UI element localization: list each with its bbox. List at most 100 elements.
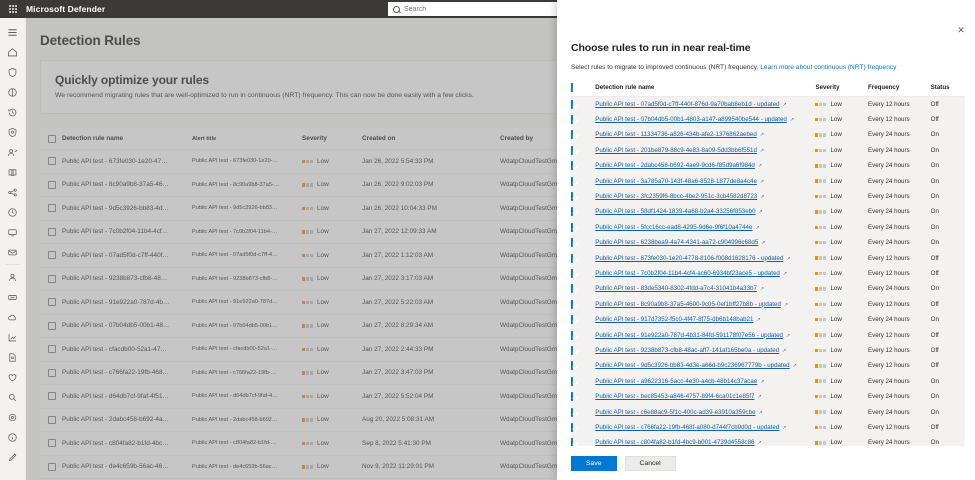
rule-row[interactable]: Public API test - 6238bea9-4a74-4341-aa7… — [571, 235, 965, 251]
rule-name-link[interactable]: Public API test - 3a785a70-143f-48a6-852… — [595, 177, 757, 185]
row-checkbox[interactable] — [40, 321, 62, 330]
rule-row-checkbox[interactable] — [571, 204, 595, 219]
rule-row-checkbox[interactable] — [571, 435, 595, 446]
rule-name-link[interactable]: Public API test - 2dabc458-b692-4ae9-9cd… — [595, 162, 755, 170]
rule-name-link[interactable]: Public API test - bec85453-a846-4757-89f… — [595, 393, 755, 401]
rule-row-checkbox[interactable] — [571, 266, 595, 281]
rule-name-link[interactable]: Public API test - 91e922a0-787d-4b31-84f… — [595, 331, 783, 339]
rule-row[interactable]: Public API test - c804fa82-b1fd-4bc9-b00… — [571, 435, 965, 446]
learning-hub-icon[interactable] — [0, 162, 26, 182]
row-checkbox[interactable] — [40, 180, 62, 189]
rule-row[interactable]: Public API test - c766fa22-19fb-468f-a08… — [571, 419, 965, 436]
partners-icon[interactable] — [0, 182, 26, 202]
rule-row[interactable]: Public API test - 673fe030-1e20-4778-810… — [571, 250, 965, 266]
table-row[interactable]: Public API test - 673fe030-1e20-47… Publi… — [40, 150, 961, 174]
rule-row-checkbox[interactable] — [571, 389, 595, 404]
rule-row-checkbox[interactable] — [571, 297, 595, 312]
table-row[interactable]: Public API test - 07ad5f0d-c7ff-440f… Pub… — [40, 244, 961, 268]
rule-name-link[interactable]: Public API test - 9238b873-cfb8-48ac-aff… — [595, 346, 780, 354]
home-icon[interactable] — [0, 42, 26, 62]
rule-name-link[interactable]: Public API test - 07b04db5-00b1-4803-a14… — [595, 116, 787, 124]
audit-log-icon[interactable] — [0, 347, 26, 367]
row-checkbox[interactable] — [40, 274, 62, 283]
rule-name-link[interactable]: Public API test - c766fa22-19fb-468f-a08… — [595, 423, 780, 431]
rule-row[interactable]: Public API test - 83de5340-8302-4fdd-a7c… — [571, 281, 965, 297]
rule-name-link[interactable]: Public API test - 5fcc16cc-ead8-4295-9d6… — [595, 223, 753, 231]
rule-row-checkbox[interactable] — [571, 343, 595, 358]
table-row[interactable]: Public API test - 91e922a0-787d-4b… Publi… — [40, 291, 961, 315]
row-checkbox[interactable] — [40, 345, 62, 354]
rule-row[interactable]: Public API test - 3fc2359f6-8bcc-4be2-95… — [571, 188, 965, 205]
actions-history-icon[interactable] — [0, 102, 26, 122]
select-all-rules-checkbox[interactable] — [571, 80, 596, 97]
table-row[interactable]: Public API test - 8c90a9b8-37a5-46… Publi… — [40, 174, 961, 197]
save-button[interactable]: Save — [571, 455, 617, 471]
reports-chart-icon[interactable] — [0, 327, 26, 347]
row-checkbox[interactable] — [40, 415, 62, 424]
learn-more-link[interactable]: Learn more about continuous (NRT) freque… — [760, 64, 897, 71]
rule-row-checkbox[interactable] — [571, 235, 595, 250]
rule-row[interactable]: Public API test - c6e88ac9-5f1c-400c-ad3… — [571, 404, 965, 420]
table-row[interactable]: Public API test - 07b04db5-00b1-48… Publi… — [40, 315, 961, 338]
rule-name-link[interactable]: Public API test - 673fe030-1e20-4778-810… — [595, 254, 784, 262]
search-input[interactable] — [404, 5, 591, 13]
rule-row[interactable]: Public API test - 9238b873-cfb8-48ac-aff… — [571, 342, 965, 359]
rule-row[interactable]: Public API test - a9622316-5acc-4e30-a4c… — [571, 373, 965, 389]
row-checkbox[interactable] — [40, 227, 62, 236]
table-row[interactable]: Public API test - de4c659b-56ac-46… Publi… — [40, 456, 961, 479]
rule-row-checkbox[interactable] — [571, 281, 595, 296]
rule-row[interactable]: Public API test - bec85453-a846-4757-89f… — [571, 388, 965, 405]
table-row[interactable]: Public API test - 9d5c3926-bb83-4d… Publi… — [40, 197, 961, 221]
rule-row-checkbox[interactable] — [571, 112, 595, 127]
select-all-checkbox[interactable] — [40, 134, 62, 143]
cloud-apps-icon[interactable] — [0, 307, 26, 327]
rule-row-checkbox[interactable] — [571, 220, 595, 235]
rule-row-checkbox[interactable] — [571, 158, 595, 173]
rule-name-link[interactable]: Public API test - 83de5340-8302-4fdd-a7c… — [595, 285, 757, 293]
rule-row[interactable]: Public API test - 91e922a0-787d-4b31-84f… — [571, 327, 965, 343]
rule-row-checkbox[interactable] — [571, 250, 595, 265]
rule-row-checkbox[interactable] — [571, 143, 595, 158]
table-row[interactable]: Public API test - 7c0b2f04-11b4-4cf… Publ… — [40, 221, 961, 244]
row-checkbox[interactable] — [40, 298, 62, 307]
rule-row-checkbox[interactable] — [571, 312, 595, 327]
rule-name-link[interactable]: Public API test - 7c0b2f04-11b4-4cf4-ac6… — [595, 269, 780, 277]
incidents-shield-icon[interactable] — [0, 62, 26, 82]
email-collaboration-icon[interactable] — [0, 242, 26, 262]
identities-user-icon[interactable] — [0, 267, 26, 287]
rule-row[interactable]: Public API test - 3a785a70-143f-48a6-852… — [571, 173, 965, 189]
rule-row-checkbox[interactable] — [571, 327, 595, 342]
devices-icon[interactable] — [0, 222, 26, 242]
rule-name-link[interactable]: Public API test - 8c90a9b8-37a5-4600-9c0… — [595, 300, 781, 308]
rule-name-link[interactable]: Public API test - 3fc2359f6-8bcc-4be2-95… — [595, 193, 758, 201]
rule-name-link[interactable]: Public API test - 11334736-a826-434b-afe… — [595, 131, 757, 139]
table-row[interactable]: Public API test - c804fa82-b1fd-4bc… Publ… — [40, 432, 961, 456]
health-icon[interactable] — [0, 367, 26, 387]
feedback-pencil-icon[interactable] — [0, 447, 26, 467]
rule-row[interactable]: Public API test - 201be879-88c9-4e83-8a0… — [571, 142, 965, 159]
hunting-icon[interactable] — [0, 82, 26, 102]
rule-row-checkbox[interactable] — [571, 189, 595, 204]
table-row[interactable]: Public API test - c766fa22-19fb-468… Publ… — [40, 362, 961, 385]
settings-icon[interactable] — [0, 407, 26, 427]
table-row[interactable]: Public API test - cfacdb00-52a1-47… Publi… — [40, 338, 961, 362]
rule-name-link[interactable]: Public API test - 58df1424-1839-4a68-b2a… — [595, 208, 756, 216]
rule-row[interactable]: Public API test - 2dabc458-b692-4ae9-9cd… — [571, 158, 965, 174]
rule-name-link[interactable]: Public API test - 6238bea9-4a74-4341-aa7… — [595, 239, 759, 247]
panel-rules-list[interactable]: Detection rule name Severity Frequency S… — [557, 80, 975, 446]
rule-row-checkbox[interactable] — [571, 173, 595, 188]
rule-row[interactable]: Public API test - 07b04db5-00b1-4803-a14… — [571, 111, 965, 128]
assets-clock-icon[interactable] — [0, 202, 26, 222]
rule-row[interactable]: Public API test - 7c0b2f04-11b4-4cf4-ac6… — [571, 265, 965, 282]
rule-name-link[interactable]: Public API test - c6e88ac9-5f1c-400c-ad3… — [595, 408, 756, 416]
hamburger-menu-icon[interactable] — [0, 22, 26, 42]
app-launcher-icon[interactable] — [0, 0, 26, 18]
global-search[interactable] — [388, 2, 596, 16]
rule-row[interactable]: Public API test - 8c90a9b8-37a5-4600-9c0… — [571, 296, 965, 312]
rule-row[interactable]: Public API test - 07ad5f0d-c7ff-440f-876… — [571, 96, 965, 112]
rule-row-checkbox[interactable] — [571, 358, 595, 373]
threat-analytics-icon[interactable] — [0, 122, 26, 142]
rule-row[interactable]: Public API test - 58df1424-1839-4a68-b2a… — [571, 204, 965, 220]
row-checkbox[interactable] — [40, 204, 62, 213]
permissions-search-icon[interactable] — [0, 387, 26, 407]
